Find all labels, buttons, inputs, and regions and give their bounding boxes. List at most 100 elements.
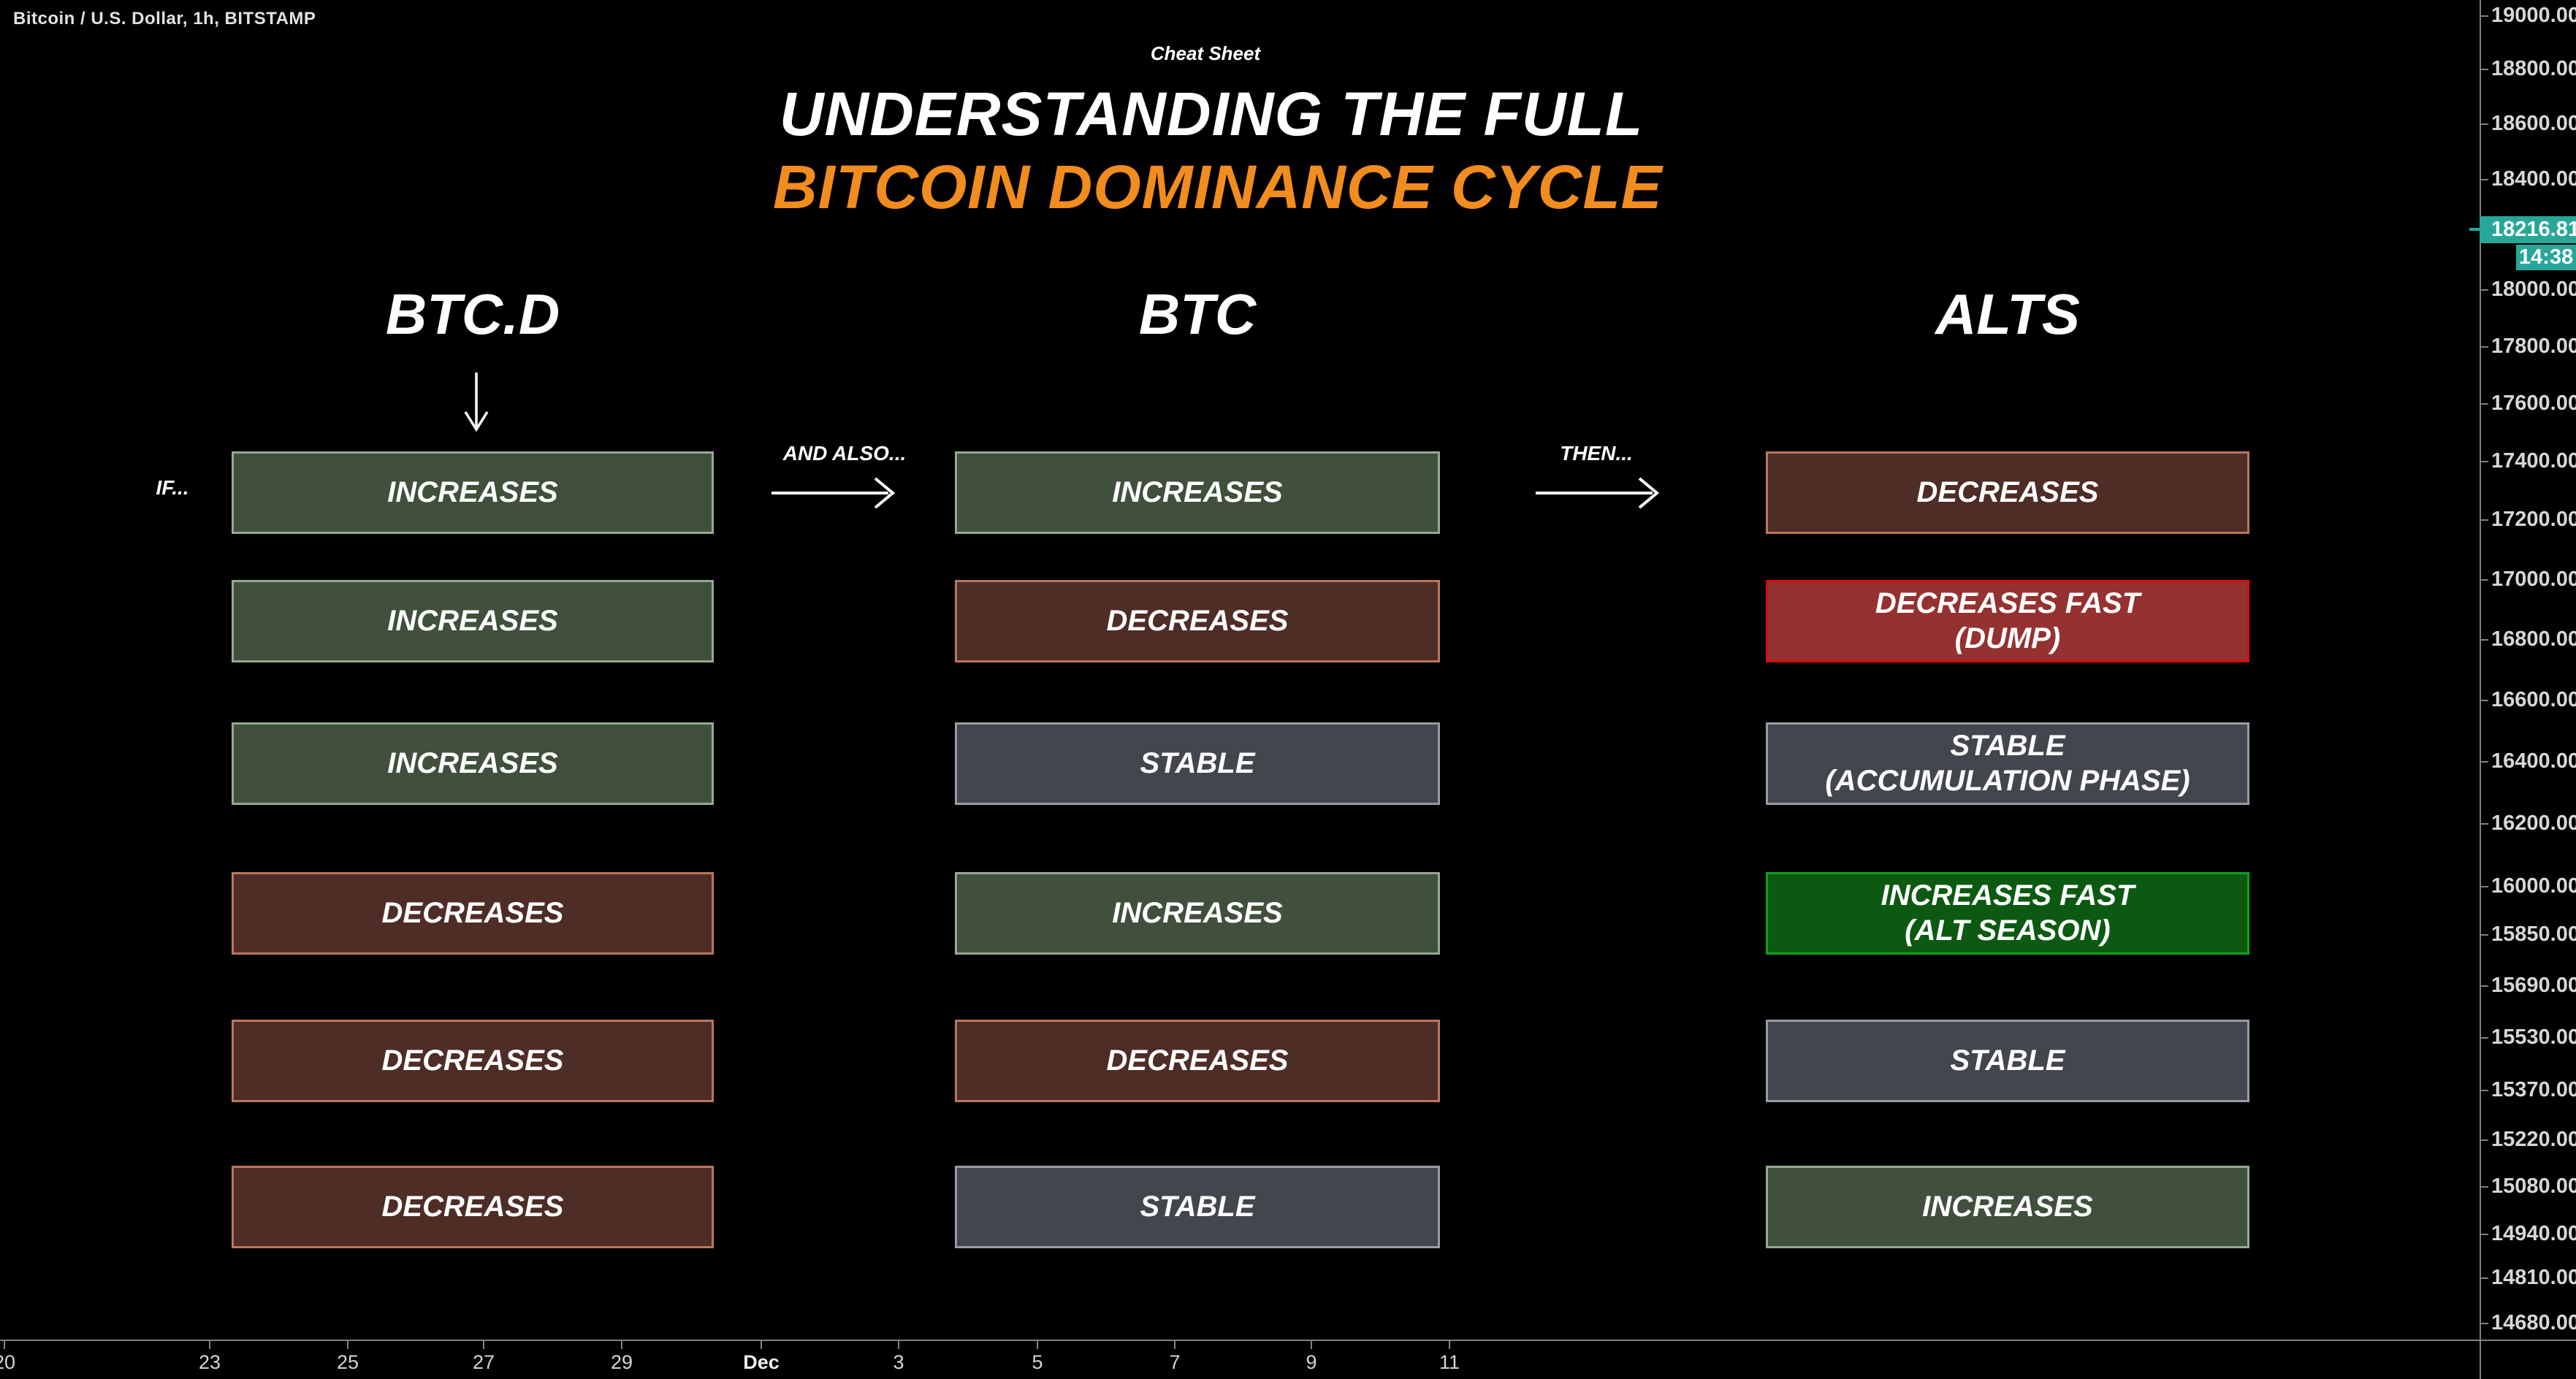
price-tick — [2480, 985, 2488, 987]
cell-r6-btcd: DECREASES — [232, 1166, 714, 1248]
cell-r5-btc: DECREASES — [955, 1020, 1440, 1102]
cell-r4-btc: INCREASES — [955, 872, 1440, 955]
price-tick — [2480, 1323, 2488, 1324]
cell-text: STABLE — [1950, 730, 2065, 763]
symbol-title[interactable]: Bitcoin / U.S. Dollar, 1h, BITSTAMP — [13, 9, 316, 28]
cell-text: INCREASES FAST — [1880, 879, 2135, 912]
price-axis-line — [2480, 0, 2481, 1379]
cell-text: INCREASES — [387, 604, 558, 637]
price-tick — [2480, 1234, 2488, 1235]
price-tick — [2480, 179, 2488, 180]
cheat-sheet-kicker: Cheat Sheet — [1150, 42, 1261, 64]
right-arrow-icon — [771, 477, 896, 509]
bar-countdown-tag: 14:38 — [2516, 245, 2576, 270]
price-label: 16600.00 — [2491, 688, 2576, 711]
cheat-sheet-title-line2: BITCOIN DOMINANCE CYCLE — [773, 153, 1663, 221]
cell-text: DECREASES — [381, 896, 564, 929]
time-tick — [1449, 1340, 1450, 1349]
price-label: 15530.00 — [2491, 1025, 2576, 1049]
price-label: 17000.00 — [2491, 568, 2576, 591]
current-price-tag: 18216.81 — [2480, 216, 2576, 243]
price-label: 16000.00 — [2491, 874, 2576, 898]
cell-text: INCREASES — [387, 475, 558, 508]
cell-r3-btcd: INCREASES — [232, 722, 714, 805]
price-tick — [2480, 461, 2488, 462]
cell-subtext: (ALT SEASON) — [1905, 914, 2111, 947]
cell-r3-btc: STABLE — [955, 722, 1440, 805]
price-tick — [2480, 15, 2488, 17]
cell-r2-alts: DECREASES FAST (DUMP) — [1766, 580, 2249, 662]
price-label: 14680.00 — [2491, 1311, 2576, 1334]
cell-text: INCREASES — [387, 746, 558, 779]
price-tick — [2480, 823, 2488, 825]
time-label: 9 — [1306, 1351, 1317, 1373]
cell-r5-alts: STABLE — [1766, 1020, 2249, 1102]
and-also-label: AND ALSO... — [782, 442, 907, 465]
price-label: 14940.00 — [2491, 1222, 2576, 1245]
price-tick — [2480, 639, 2488, 641]
cell-r6-alts: INCREASES — [1766, 1166, 2249, 1248]
time-tick — [4, 1340, 5, 1349]
column-header-btcd: BTC.D — [385, 282, 560, 346]
price-label: 18600.00 — [2491, 112, 2576, 135]
time-label: 20 — [0, 1351, 16, 1373]
price-tick — [2480, 69, 2488, 70]
cell-text: DECREASES — [381, 1190, 564, 1223]
price-label: 17400.00 — [2491, 449, 2576, 473]
cell-text: DECREASES FAST — [1875, 587, 2141, 620]
price-tick — [2480, 934, 2488, 936]
cell-text: INCREASES — [1112, 475, 1283, 508]
cell-subtext: (ACCUMULATION PHASE) — [1825, 764, 2190, 797]
price-label: 18000.00 — [2491, 278, 2576, 301]
price-tick — [2480, 761, 2488, 763]
time-label: 29 — [610, 1351, 633, 1373]
price-tick — [2480, 700, 2488, 701]
price-label: 15370.00 — [2491, 1078, 2576, 1101]
cell-r1-btc: INCREASES — [955, 451, 1440, 534]
price-label: 16800.00 — [2491, 627, 2576, 651]
time-label: 3 — [893, 1351, 904, 1373]
time-label: 11 — [1438, 1351, 1460, 1373]
time-label: 27 — [472, 1351, 495, 1373]
price-label: 15080.00 — [2491, 1174, 2576, 1198]
cell-text: DECREASES — [381, 1044, 564, 1077]
price-label: 14810.00 — [2491, 1266, 2576, 1289]
price-label: 17800.00 — [2491, 335, 2576, 358]
price-label: 17600.00 — [2491, 391, 2576, 415]
price-tick — [2480, 886, 2488, 887]
time-tick — [1174, 1340, 1175, 1349]
time-label: 7 — [1169, 1351, 1181, 1373]
price-label: 16200.00 — [2491, 811, 2576, 835]
column-header-btc: BTC — [1138, 282, 1257, 346]
cell-r2-btc: DECREASES — [955, 580, 1440, 662]
cell-text: STABLE — [1140, 746, 1255, 779]
column-header-alts: ALTS — [1935, 282, 2080, 346]
cell-r6-btc: STABLE — [955, 1166, 1440, 1248]
cell-r5-btcd: DECREASES — [232, 1020, 714, 1102]
cell-text: INCREASES — [1112, 896, 1283, 929]
price-tick — [2480, 1090, 2488, 1091]
price-label: 15220.00 — [2491, 1128, 2576, 1151]
price-label: 18800.00 — [2491, 57, 2576, 80]
then-label: THEN... — [1560, 442, 1633, 465]
current-price-tick — [2469, 228, 2480, 231]
price-tick — [2480, 346, 2488, 348]
cell-subtext: (DUMP) — [1954, 622, 2061, 654]
time-tick — [483, 1340, 484, 1349]
price-label: 17200.00 — [2491, 508, 2576, 531]
price-tick — [2480, 1186, 2488, 1188]
price-tick — [2480, 289, 2488, 291]
down-arrow-icon — [464, 373, 489, 432]
time-label: 5 — [1032, 1351, 1043, 1373]
price-label: 15690.00 — [2491, 974, 2576, 997]
cell-text: INCREASES — [1922, 1190, 2093, 1223]
time-label: Dec — [743, 1351, 780, 1373]
price-tick — [2480, 403, 2488, 405]
cell-text: DECREASES — [1106, 1044, 1289, 1077]
cell-r1-alts: DECREASES — [1766, 451, 2249, 534]
time-axis-line — [0, 1340, 2576, 1341]
cell-text: STABLE — [1140, 1190, 1255, 1223]
cell-text: DECREASES — [1106, 604, 1289, 637]
cell-r1-btcd: INCREASES — [232, 451, 714, 534]
price-label: 15850.00 — [2491, 922, 2576, 946]
